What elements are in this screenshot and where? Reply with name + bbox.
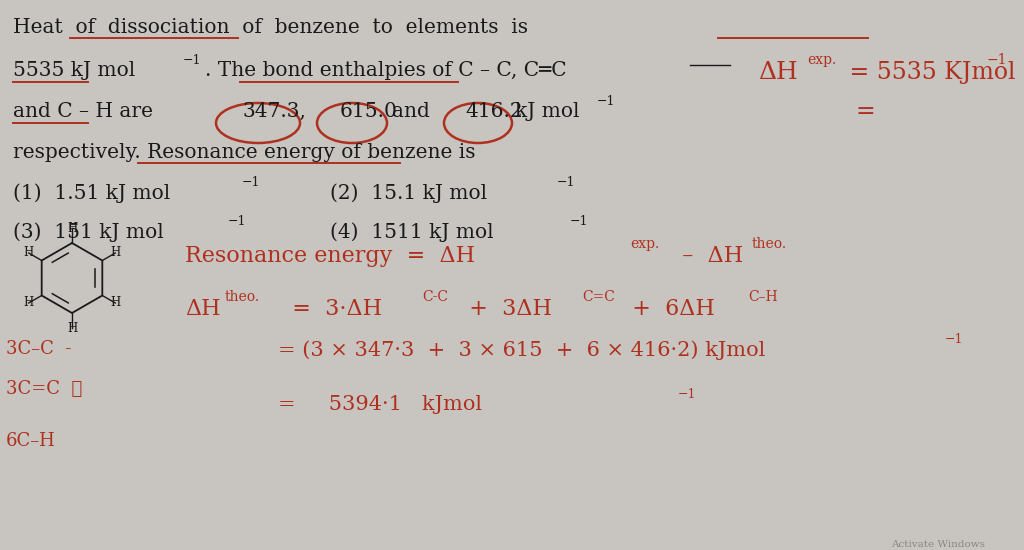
Text: . The bond enthalpies of C – C, C═C: . The bond enthalpies of C – C, C═C <box>205 61 566 80</box>
Text: =: = <box>855 100 874 123</box>
Text: and C – H are: and C – H are <box>13 102 153 121</box>
Text: −1: −1 <box>945 333 964 346</box>
Text: −1: −1 <box>987 53 1008 67</box>
Text: H: H <box>67 322 77 334</box>
Text: (4)  1511 kJ mol: (4) 1511 kJ mol <box>330 222 494 241</box>
Text: theo.: theo. <box>752 237 787 251</box>
Text: −1: −1 <box>678 388 696 401</box>
Text: −1: −1 <box>242 176 260 189</box>
Text: = (3 × 347·3  +  3 × 615  +  6 × 416·2) kJmol: = (3 × 347·3 + 3 × 615 + 6 × 416·2) kJmo… <box>278 340 765 360</box>
Text: −1: −1 <box>570 215 589 228</box>
Text: (1)  1.51 kJ mol: (1) 1.51 kJ mol <box>13 183 170 202</box>
Text: H: H <box>111 246 121 260</box>
Text: H: H <box>24 296 34 310</box>
Text: 6C–H: 6C–H <box>6 432 55 450</box>
Text: C=C: C=C <box>582 290 614 304</box>
Text: −1: −1 <box>597 95 615 108</box>
Text: C-C: C-C <box>422 290 449 304</box>
Text: –  ΔH: – ΔH <box>668 245 743 267</box>
Text: 615.0: 615.0 <box>340 102 398 121</box>
Text: H: H <box>24 246 34 260</box>
Text: C–H: C–H <box>748 290 777 304</box>
Text: 5535 kJ mol: 5535 kJ mol <box>13 61 135 80</box>
Text: −1: −1 <box>183 54 202 67</box>
Text: Resonance energy  =  ΔH: Resonance energy = ΔH <box>185 245 475 267</box>
Text: H: H <box>67 222 77 234</box>
Text: 3C–C  -: 3C–C - <box>6 340 72 358</box>
Text: = 5535 KJmol: = 5535 KJmol <box>842 61 1016 84</box>
Text: (2)  15.1 kJ mol: (2) 15.1 kJ mol <box>330 183 487 202</box>
Text: =  3·ΔH: = 3·ΔH <box>278 298 382 320</box>
Text: ΔH: ΔH <box>758 61 798 84</box>
Text: kJ mol: kJ mol <box>515 102 580 121</box>
Text: ΔH: ΔH <box>185 298 220 320</box>
Text: +  6ΔH: + 6ΔH <box>618 298 715 320</box>
Text: =     5394·1   kJmol: = 5394·1 kJmol <box>278 395 482 414</box>
Text: 347.3,: 347.3, <box>242 102 306 121</box>
Text: +  3ΔH: + 3ΔH <box>455 298 552 320</box>
Text: exp.: exp. <box>630 237 659 251</box>
Text: Activate Windows: Activate Windows <box>891 540 985 549</box>
Text: 3C=C  ✓: 3C=C ✓ <box>6 380 82 398</box>
Text: Heat  of  dissociation  of  benzene  to  elements  is: Heat of dissociation of benzene to eleme… <box>13 18 528 37</box>
Text: H: H <box>111 296 121 310</box>
Text: theo.: theo. <box>225 290 260 304</box>
Text: exp.: exp. <box>807 53 837 67</box>
Text: 416.2: 416.2 <box>465 102 522 121</box>
Text: −1: −1 <box>557 176 575 189</box>
Text: −1: −1 <box>228 215 247 228</box>
Text: respectively. Resonance energy of benzene is: respectively. Resonance energy of benzen… <box>13 143 475 162</box>
Text: and: and <box>392 102 430 121</box>
Text: (3)  151 kJ mol: (3) 151 kJ mol <box>13 222 164 241</box>
